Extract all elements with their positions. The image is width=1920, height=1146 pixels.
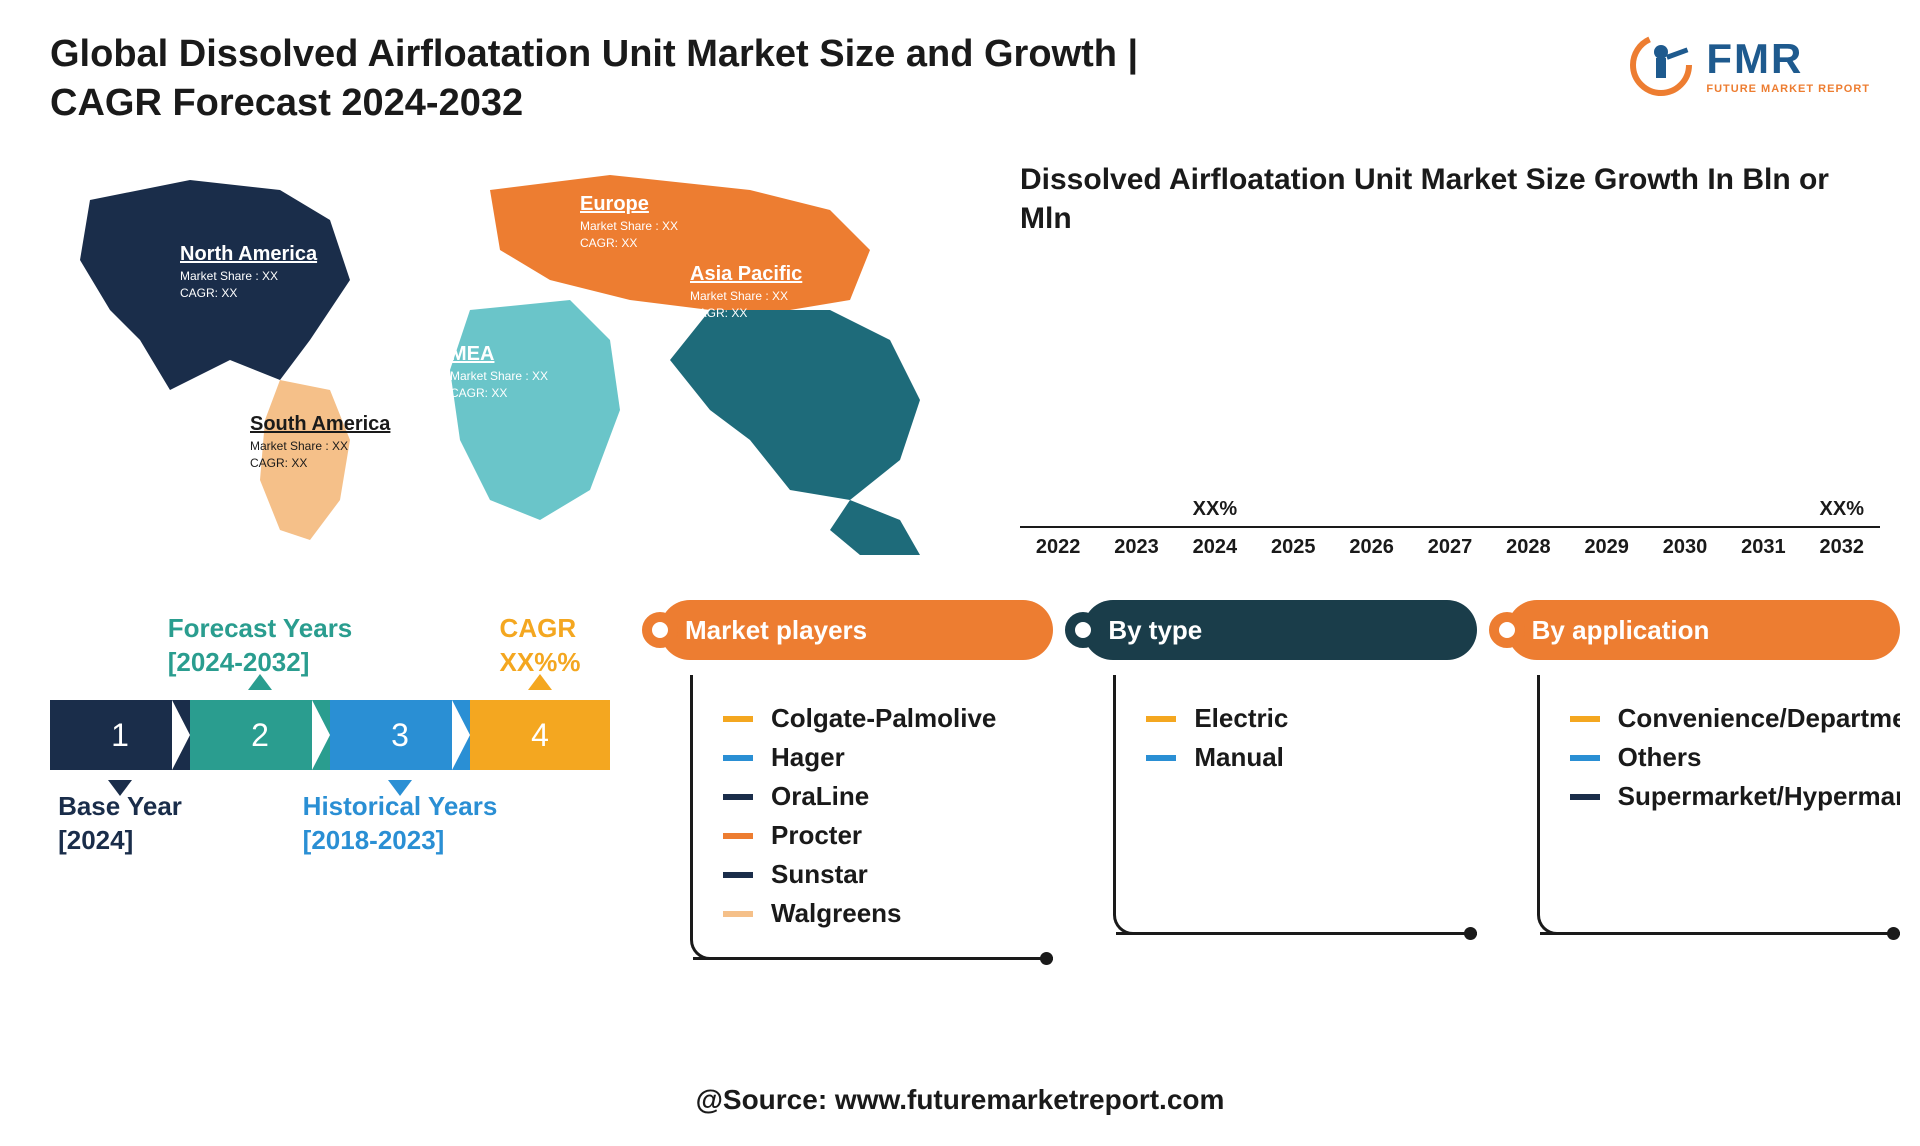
bar-annotation: XX% [1820,498,1864,521]
bar-year-label: 2026 [1338,536,1404,559]
timeline-bar: 1Base Year[2024]2Forecast Years[2024-203… [50,700,610,770]
category-region: Market players Colgate-Palmolive Hager OraL… [660,600,1900,960]
fmr-logo-icon [1626,30,1696,100]
timeline-label: Historical Years[2018-2023] [303,790,498,858]
category-market-players: Market players Colgate-Palmolive Hager OraL… [660,600,1053,960]
logo: FMR FUTURE MARKET REPORT [1626,30,1870,100]
bar-year-label: 2029 [1574,536,1640,559]
category-item-label: Others [1618,742,1702,773]
bar-year-label: 2030 [1652,536,1718,559]
category-item: Procter [723,820,1053,851]
category-item-label: Hager [771,742,845,773]
category-item: Electric [1146,703,1476,734]
region-label-south-america: South AmericaMarket Share : XXCAGR: XX [250,410,390,472]
bar-year-label: 2031 [1730,536,1796,559]
category-bracket: Colgate-Palmolive Hager OraLine Procter Suns… [690,675,1053,960]
timeline-segment-3: 3Historical Years[2018-2023] [330,700,470,770]
world-map: North AmericaMarket Share : XXCAGR: XX So… [50,160,950,560]
category-item-label: Convenience/Departmen [1618,703,1900,734]
timeline-segment-4: 4CAGRXX%% [470,700,610,770]
category-item-label: Supermarket/Hypermark [1618,781,1900,812]
dash-icon [1570,794,1600,800]
map-asia-pacific [670,310,920,555]
category-item-label: Walgreens [771,898,902,929]
source-attribution: @Source: www.futuremarketreport.com [696,1084,1225,1116]
category-item: Others [1570,742,1900,773]
region-label-mea: MEAMarket Share : XXCAGR: XX [450,340,548,402]
category-by-application: By application Convenience/Departmen Other… [1507,600,1900,960]
category-item: Manual [1146,742,1476,773]
category-item-label: Colgate-Palmolive [771,703,996,734]
bar-annotation: XX% [1193,498,1237,521]
category-bracket: Electric Manual [1113,675,1476,935]
dash-icon [1570,755,1600,761]
dash-icon [1570,716,1600,722]
bar-chart: Dissolved Airfloatation Unit Market Size… [1020,160,1880,560]
category-item: Colgate-Palmolive [723,703,1053,734]
map-mea [450,300,620,520]
region-label-north-america: North AmericaMarket Share : XXCAGR: XX [180,240,317,302]
region-label-europe: EuropeMarket Share : XXCAGR: XX [580,190,678,252]
category-item-label: Sunstar [771,859,868,890]
dash-icon [723,833,753,839]
category-pill: By type [1083,600,1476,660]
dash-icon [723,716,753,722]
bar-year-label: 2027 [1417,536,1483,559]
category-item: Walgreens [723,898,1053,929]
bar-labels: 2022 2023 2024 2025 2026 2027 2028 2029 2030 2031… [1020,528,1880,559]
bar-year-label: 2025 [1260,536,1326,559]
bar-year-label: 2022 [1025,536,1091,559]
dash-icon [723,755,753,761]
bar-year-label: 2032 [1809,536,1875,559]
category-item-label: Manual [1194,742,1284,773]
category-bracket: Convenience/Departmen Others Supermarket/H… [1537,675,1900,935]
category-by-type: By type Electric Manual [1083,600,1476,960]
category-item: Convenience/Departmen [1570,703,1900,734]
timeline-label: CAGRXX%% [500,612,581,680]
timeline-label: Forecast Years[2024-2032] [168,612,353,680]
dash-icon [723,872,753,878]
timeline: 1Base Year[2024]2Forecast Years[2024-203… [50,620,610,850]
dash-icon [723,911,753,917]
category-item-label: OraLine [771,781,869,812]
category-item: OraLine [723,781,1053,812]
bars-wrap: XX% XX% [1020,248,1880,528]
category-item: Supermarket/Hypermark [1570,781,1900,812]
timeline-segment-1: 1Base Year[2024] [50,700,190,770]
timeline-label: Base Year[2024] [58,790,182,858]
map-europe [490,175,870,310]
header: Global Dissolved Airfloatation Unit Mark… [50,30,1870,129]
logo-sub: FUTURE MARKET REPORT [1706,83,1870,95]
bar-year-label: 2028 [1495,536,1561,559]
bar-year-label: 2023 [1103,536,1169,559]
page-title: Global Dissolved Airfloatation Unit Mark… [50,30,1250,129]
category-pill: By application [1507,600,1900,660]
logo-main: FMR [1706,35,1870,83]
region-label-asia-pacific: Asia PacificMarket Share : XXCAGR: XX [690,260,802,322]
bar-year-label: 2024 [1182,536,1248,559]
category-item-label: Procter [771,820,862,851]
chart-title: Dissolved Airfloatation Unit Market Size… [1020,160,1880,238]
dash-icon [723,794,753,800]
dash-icon [1146,755,1176,761]
dash-icon [1146,716,1176,722]
category-item: Sunstar [723,859,1053,890]
category-item: Hager [723,742,1053,773]
category-item-label: Electric [1194,703,1288,734]
timeline-segment-2: 2Forecast Years[2024-2032] [190,700,330,770]
category-pill: Market players [660,600,1053,660]
